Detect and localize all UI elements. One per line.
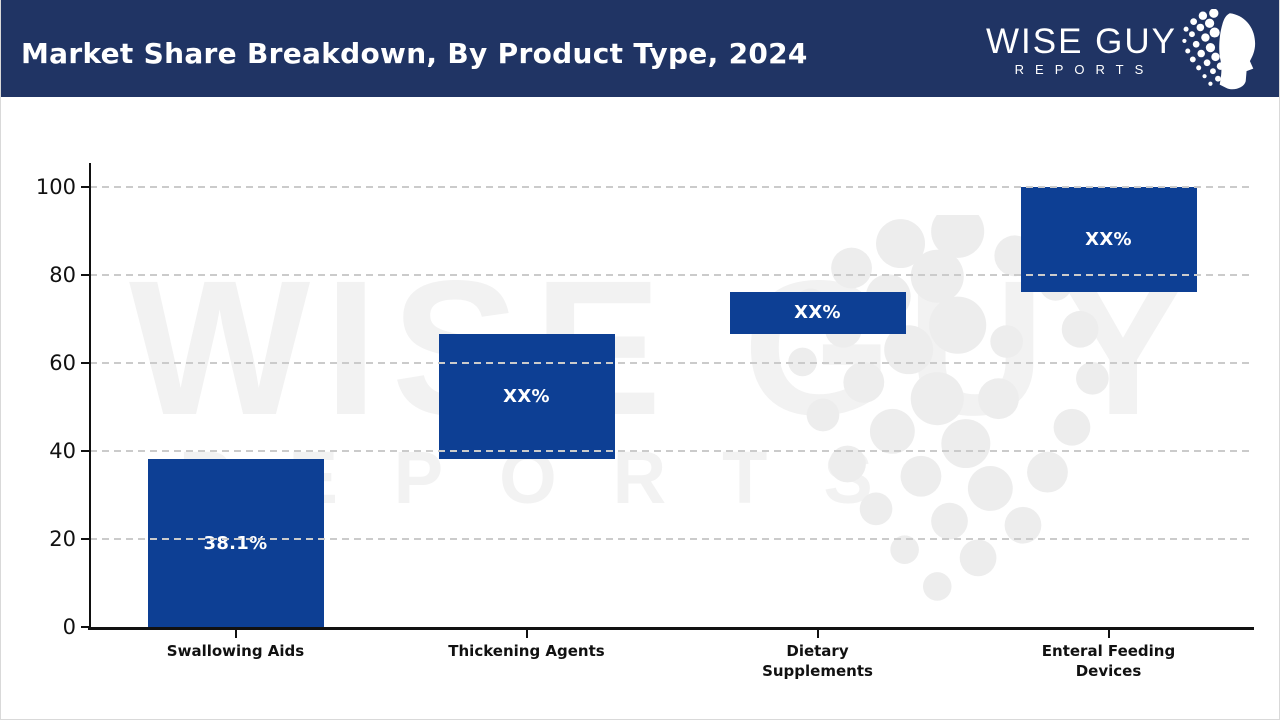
y-tick-mark: [81, 626, 89, 628]
x-category-label: Swallowing Aids: [166, 642, 305, 660]
plot: 38.1% XX% XX% XX% 0 20 40 60 80 100 Swallowing Aid…: [1, 97, 1279, 719]
y-tick-mark: [81, 362, 89, 364]
y-gridline: [90, 362, 1254, 364]
y-tick-label: 40: [49, 439, 76, 463]
y-tick-mark: [81, 274, 89, 276]
y-tick-mark: [81, 186, 89, 188]
y-tick-label: 60: [49, 351, 76, 375]
y-tick-label: 20: [49, 527, 76, 551]
bar-segment: XX%: [729, 291, 906, 334]
bar-value-label: 38.1%: [203, 532, 268, 554]
x-tick-mark: [234, 630, 237, 638]
header-bar: Market Share Breakdown, By Product Type,…: [1, 0, 1279, 97]
bar-value-label: XX%: [794, 302, 841, 324]
logo-brand-text: WISE GUY: [985, 22, 1177, 61]
y-tick-label: 80: [49, 263, 76, 287]
y-axis-line: [89, 163, 91, 630]
x-category-label: Enteral Feeding Devices: [1041, 642, 1176, 680]
y-tick-label: 100: [35, 175, 76, 199]
logo-sub-text: REPORTS: [1014, 62, 1155, 77]
x-axis-line: [88, 627, 1254, 630]
page-title: Market Share Breakdown, By Product Type,…: [21, 37, 808, 70]
y-tick-mark: [81, 450, 89, 452]
x-tick-mark: [525, 630, 528, 638]
chart-area: WISE GUY REPORTS 38.1% XX% XX% XX% 0 20 40 60 80…: [1, 97, 1279, 719]
x-category-label: Thickening Agents: [448, 642, 605, 660]
x-category-label: Dietary Supplements: [762, 642, 873, 680]
x-tick-mark: [816, 630, 819, 638]
logo-wordmark: WISE GUY REPORTS: [986, 24, 1177, 77]
logo-head-icon: [1182, 8, 1256, 89]
y-gridline: [90, 450, 1254, 452]
y-gridline: [90, 274, 1254, 276]
x-tick-mark: [1107, 630, 1110, 638]
bar-value-label: XX%: [1085, 228, 1132, 250]
bar-segment: XX%: [1020, 187, 1197, 292]
bar-value-label: XX%: [503, 385, 550, 407]
y-tick-mark: [81, 538, 89, 540]
y-gridline: [90, 186, 1254, 188]
y-gridline: [90, 538, 1254, 540]
bar-segment: 38.1%: [147, 459, 324, 627]
y-tick-label: 0: [62, 615, 76, 639]
bar-segment: XX%: [438, 333, 615, 460]
brand-logo: WISE GUY REPORTS: [986, 5, 1257, 93]
